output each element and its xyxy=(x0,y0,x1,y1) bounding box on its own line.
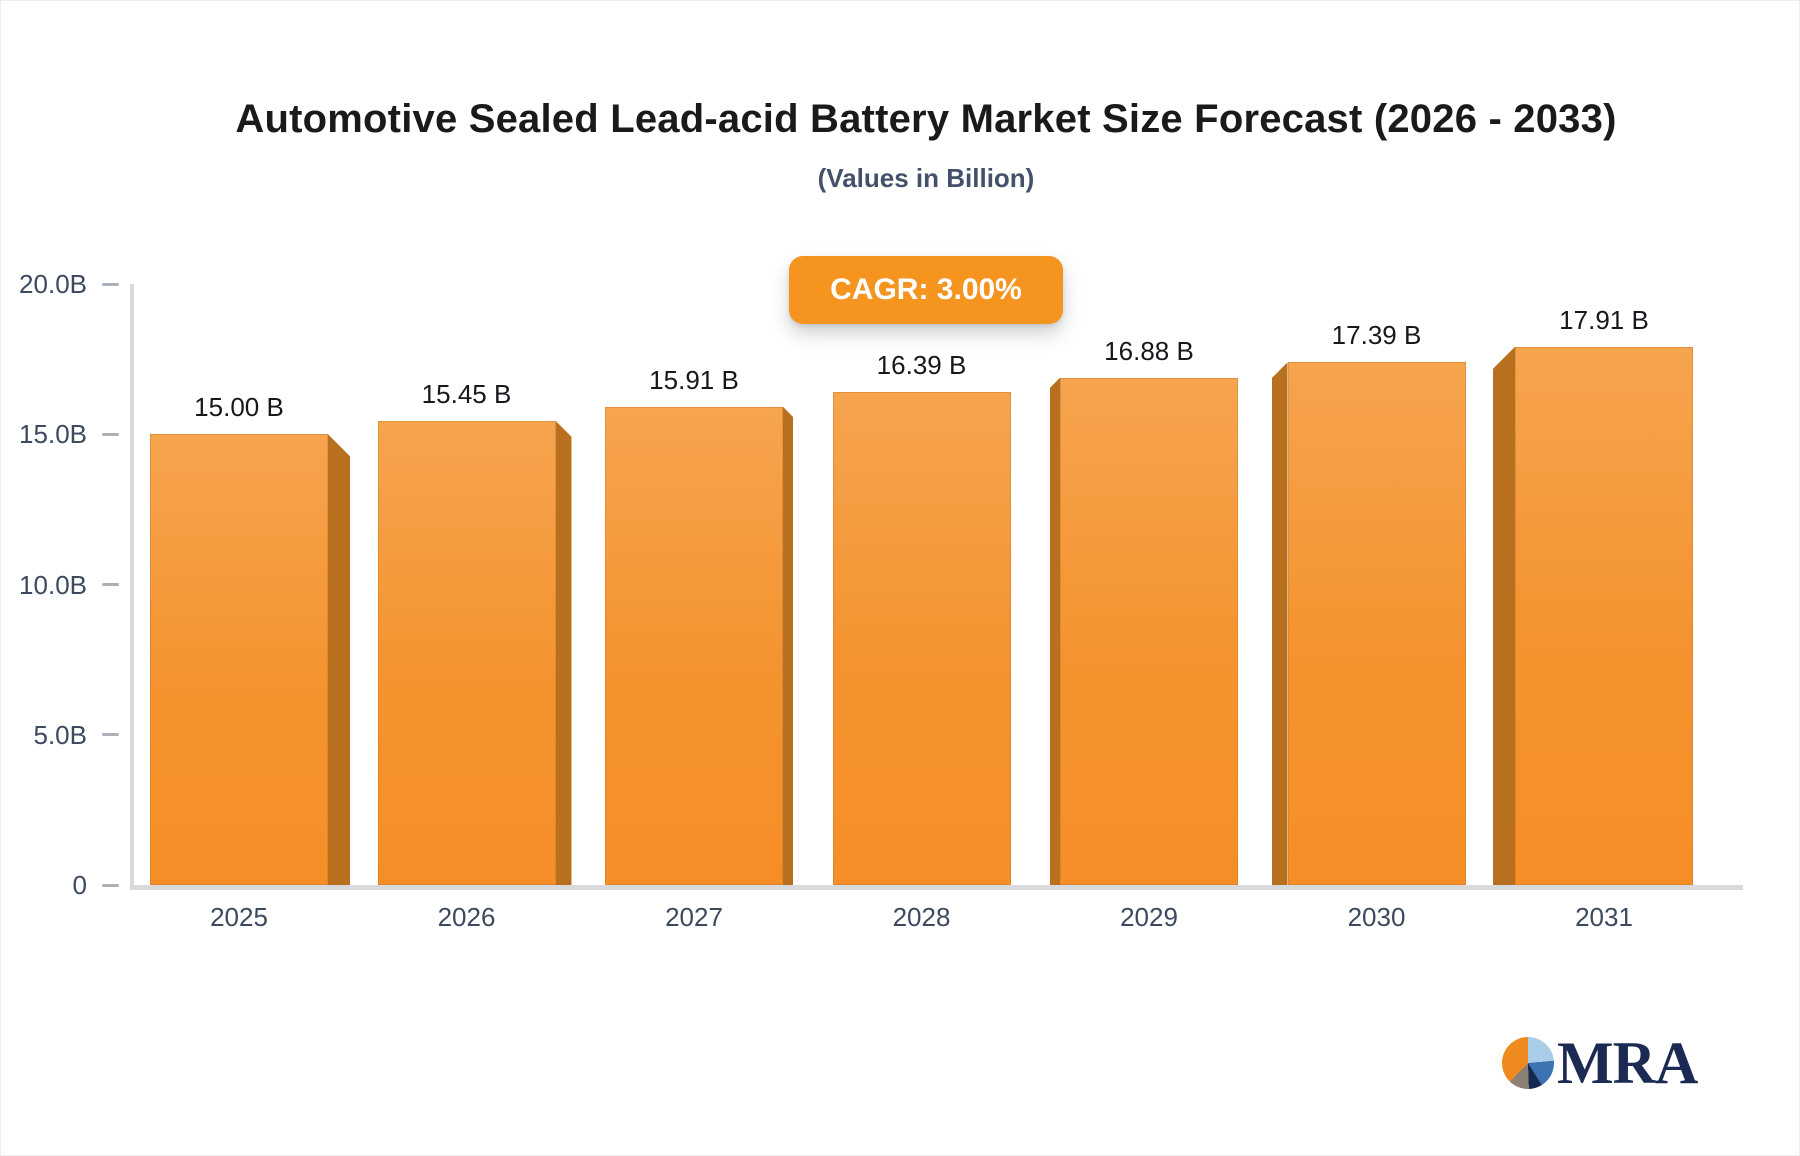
bar-side-face xyxy=(328,434,350,885)
x-axis-label: 2025 xyxy=(210,902,268,932)
y-tick-label: 5.0B xyxy=(33,719,88,750)
chart-subtitle: (Values in Billion) xyxy=(817,163,1035,193)
y-tick-label: 20.0B xyxy=(19,269,87,299)
y-axis-line xyxy=(130,284,134,885)
x-axis-label: 2026 xyxy=(437,902,496,932)
pie-chart-logo-icon xyxy=(1502,1037,1554,1089)
x-axis-label: 2030 xyxy=(1347,902,1406,932)
brand-name: MRA xyxy=(1557,1030,1698,1096)
x-axis-label: 2028 xyxy=(892,902,951,932)
bar-face xyxy=(1515,346,1693,885)
y-tick-mark xyxy=(102,282,119,286)
y-tick-label: 10.0B xyxy=(19,569,87,600)
chart-title: Automotive Sealed Lead-acid Battery Mark… xyxy=(235,97,1617,141)
bar-side-face xyxy=(1271,362,1288,885)
y-tick-mark xyxy=(102,733,119,737)
cagr-badge: CAGR: 3.00% xyxy=(789,256,1063,324)
bar xyxy=(377,420,572,885)
bar-face xyxy=(377,420,556,885)
y-tick-mark xyxy=(102,432,119,436)
bar xyxy=(1050,377,1238,885)
bar-face xyxy=(1060,377,1238,885)
bar-side-face xyxy=(555,420,572,885)
x-axis-label: 2027 xyxy=(665,902,723,932)
bar xyxy=(150,434,350,885)
bar xyxy=(1493,346,1693,885)
bar-face xyxy=(605,406,783,885)
bar-value-label: 17.91 B xyxy=(1559,304,1649,335)
y-tick-label: 15.0B xyxy=(19,419,87,450)
bar-side-face xyxy=(783,406,793,885)
bar-value-label: 16.39 B xyxy=(876,350,967,381)
bar-value-label: 15.91 B xyxy=(649,364,739,395)
bar-face xyxy=(832,392,1011,885)
y-tick-mark xyxy=(102,883,119,887)
bar-side-face xyxy=(1493,346,1515,885)
x-axis-baseline xyxy=(130,885,1743,890)
bar-value-label: 16.88 B xyxy=(1104,335,1194,366)
y-tick-mark xyxy=(102,583,119,586)
x-axis-label: 2031 xyxy=(1575,902,1633,932)
bar-value-label: 15.45 B xyxy=(421,378,512,409)
brand-logo: MRA xyxy=(1502,1030,1698,1096)
bar-value-label: 17.39 B xyxy=(1331,320,1422,351)
bar xyxy=(1271,362,1466,885)
bar-value-label: 15.00 B xyxy=(194,392,284,423)
bar-side-face xyxy=(1050,377,1060,885)
bar xyxy=(605,406,793,885)
x-axis-label: 2029 xyxy=(1120,902,1178,932)
bar-face xyxy=(150,434,328,885)
bar-face xyxy=(1287,362,1466,885)
y-tick-label: 0 xyxy=(72,870,87,900)
bar xyxy=(832,392,1011,885)
